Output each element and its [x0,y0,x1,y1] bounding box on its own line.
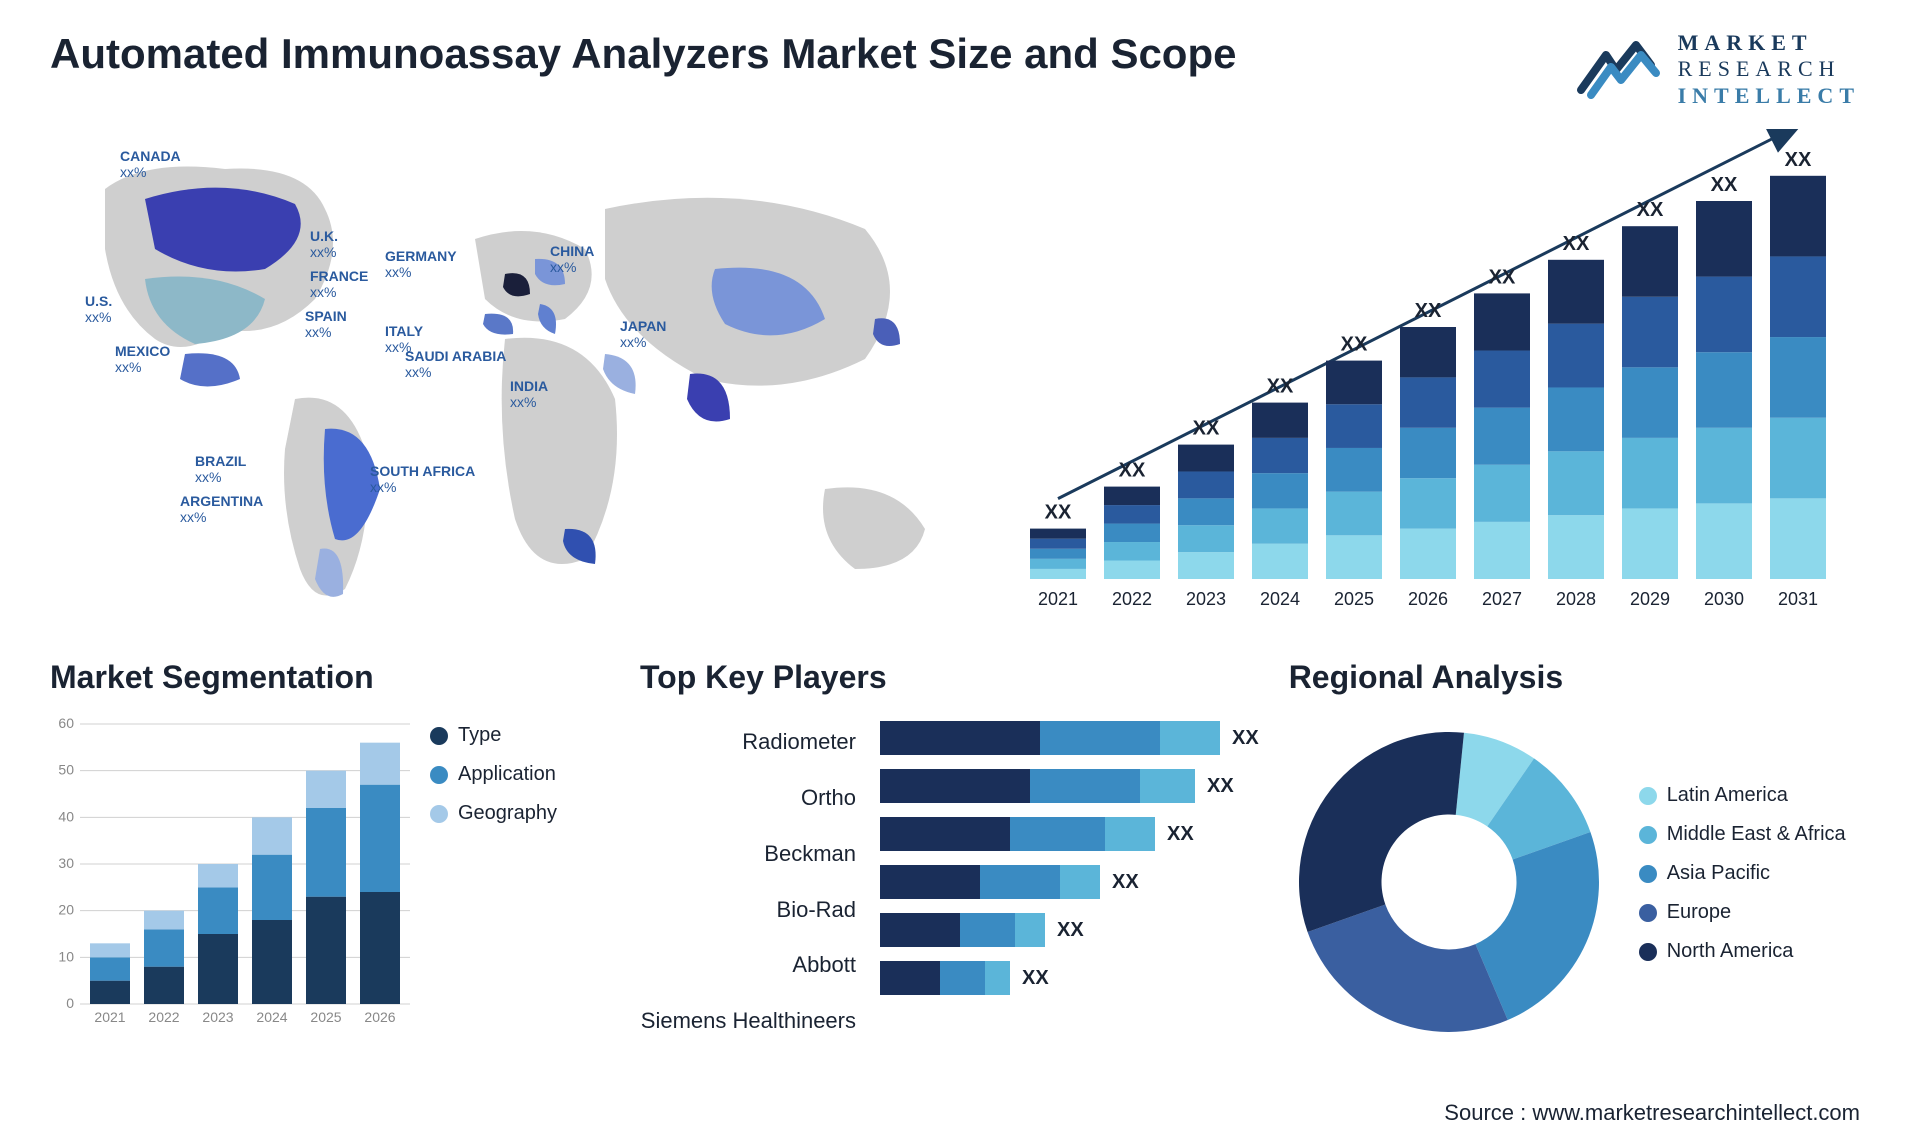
svg-text:XX: XX [1267,376,1294,398]
svg-text:2026: 2026 [1408,589,1448,609]
player-label: Radiometer [640,718,856,766]
svg-text:2022: 2022 [148,1009,179,1025]
player-label: Bio-Rad [640,886,856,934]
svg-text:XX: XX [1637,199,1664,221]
segmentation-chart: 0 10 20 30 40 50 60 2021 2022 2023 2024 2025 2026 [50,714,410,1049]
map-label: GERMANYxx% [385,249,457,280]
legend-item: Application [430,763,610,786]
player-label: Beckman [640,830,856,878]
player-label: Ortho [640,774,856,822]
svg-text:2030: 2030 [1704,589,1744,609]
svg-text:2023: 2023 [1186,589,1226,609]
player-label: Siemens Healthineers [640,997,856,1045]
svg-text:2029: 2029 [1630,589,1670,609]
world-map-panel: CANADAxx% U.S.xx%MEXICOxx% BRAZILxx% ARGENT… [50,129,980,629]
legend-item: Europe [1639,901,1860,924]
source-attribution: Source : www.marketresearchintellect.com [1444,1100,1860,1126]
svg-text:2023: 2023 [202,1009,233,1025]
svg-text:2024: 2024 [256,1009,287,1025]
map-label: CANADAxx% [120,149,181,180]
regional-donut [1289,722,1609,1042]
header: Automated Immunoassay Analyzers Market S… [0,0,1920,109]
page-title: Automated Immunoassay Analyzers Market S… [50,30,1236,78]
legend-item: Type [430,724,610,747]
svg-text:30: 30 [58,855,74,871]
svg-text:2025: 2025 [1334,589,1374,609]
legend-item: Geography [430,802,610,825]
svg-text:2021: 2021 [94,1009,125,1025]
map-label: FRANCExx% [310,269,368,300]
player-label: Abbott [640,941,856,989]
players-panel: Top Key Players Radiometer Ortho Beckman Bi… [640,659,1259,1049]
svg-text:40: 40 [58,809,74,825]
svg-text:0: 0 [66,995,74,1011]
players-chart: XXXXXXXXXXXX [880,714,1259,1049]
players-labels: Radiometer Ortho Beckman Bio-Rad Abbott Sieme… [640,714,860,1049]
svg-text:XX: XX [1193,418,1220,440]
svg-text:2027: 2027 [1482,589,1522,609]
svg-text:XX: XX [1563,233,1590,255]
segmentation-legend: Type Application Geography [430,714,610,1049]
player-row: XX [880,714,1259,762]
svg-text:XX: XX [1785,149,1812,171]
map-label: BRAZILxx% [195,454,246,485]
segmentation-panel: Market Segmentation 0 10 20 30 40 50 60 2021 202… [50,659,610,1049]
svg-text:2022: 2022 [1112,589,1152,609]
svg-text:2025: 2025 [310,1009,341,1025]
market-size-svg: XX 2021 XX 2022 XX 2023 XX 2024 XX 2025 XX 2026 XX 20… [1010,129,1860,629]
legend-item: Latin America [1639,784,1860,807]
map-label: INDIAxx% [510,379,548,410]
legend-item: North America [1639,940,1860,963]
map-label: MEXICOxx% [115,344,170,375]
svg-text:2028: 2028 [1556,589,1596,609]
map-label: SPAINxx% [305,309,347,340]
svg-text:XX: XX [1045,502,1072,524]
regional-panel: Regional Analysis Latin America Middle Ea… [1289,659,1860,1049]
logo-mark-icon [1576,35,1666,105]
map-label: ARGENTINAxx% [180,494,263,525]
map-label: JAPANxx% [620,319,666,350]
brand-logo: MARKET RESEARCH INTELLECT [1576,30,1860,109]
map-label: CHINAxx% [550,244,594,275]
svg-text:50: 50 [58,762,74,778]
svg-text:20: 20 [58,902,74,918]
map-label: SAUDI ARABIAxx% [405,349,506,380]
svg-text:XX: XX [1415,300,1442,322]
player-row: XX [880,762,1259,810]
player-row: XX [880,858,1259,906]
svg-text:2026: 2026 [364,1009,395,1025]
map-label: U.K.xx% [310,229,338,260]
market-size-chart: XX 2021 XX 2022 XX 2023 XX 2024 XX 2025 XX 2026 XX 20… [1010,129,1860,629]
svg-text:XX: XX [1341,334,1368,356]
segmentation-title: Market Segmentation [50,659,610,696]
legend-item: Middle East & Africa [1639,823,1860,846]
legend-item: Asia Pacific [1639,862,1860,885]
svg-text:XX: XX [1119,460,1146,482]
svg-text:2024: 2024 [1260,589,1300,609]
svg-text:XX: XX [1489,267,1516,289]
map-label: SOUTH AFRICAxx% [370,464,475,495]
svg-text:2021: 2021 [1038,589,1078,609]
svg-text:60: 60 [58,715,74,731]
svg-text:XX: XX [1711,174,1738,196]
players-title: Top Key Players [640,659,1259,696]
svg-text:10: 10 [58,949,74,965]
regional-legend: Latin America Middle East & Africa Asia Pa… [1639,784,1860,979]
player-row: XX [880,810,1259,858]
logo-text: MARKET RESEARCH INTELLECT [1678,30,1860,109]
player-row: XX [880,954,1259,1002]
regional-title: Regional Analysis [1289,659,1860,696]
svg-text:2031: 2031 [1778,589,1818,609]
map-label: U.S.xx% [85,294,112,325]
player-row: XX [880,906,1259,954]
